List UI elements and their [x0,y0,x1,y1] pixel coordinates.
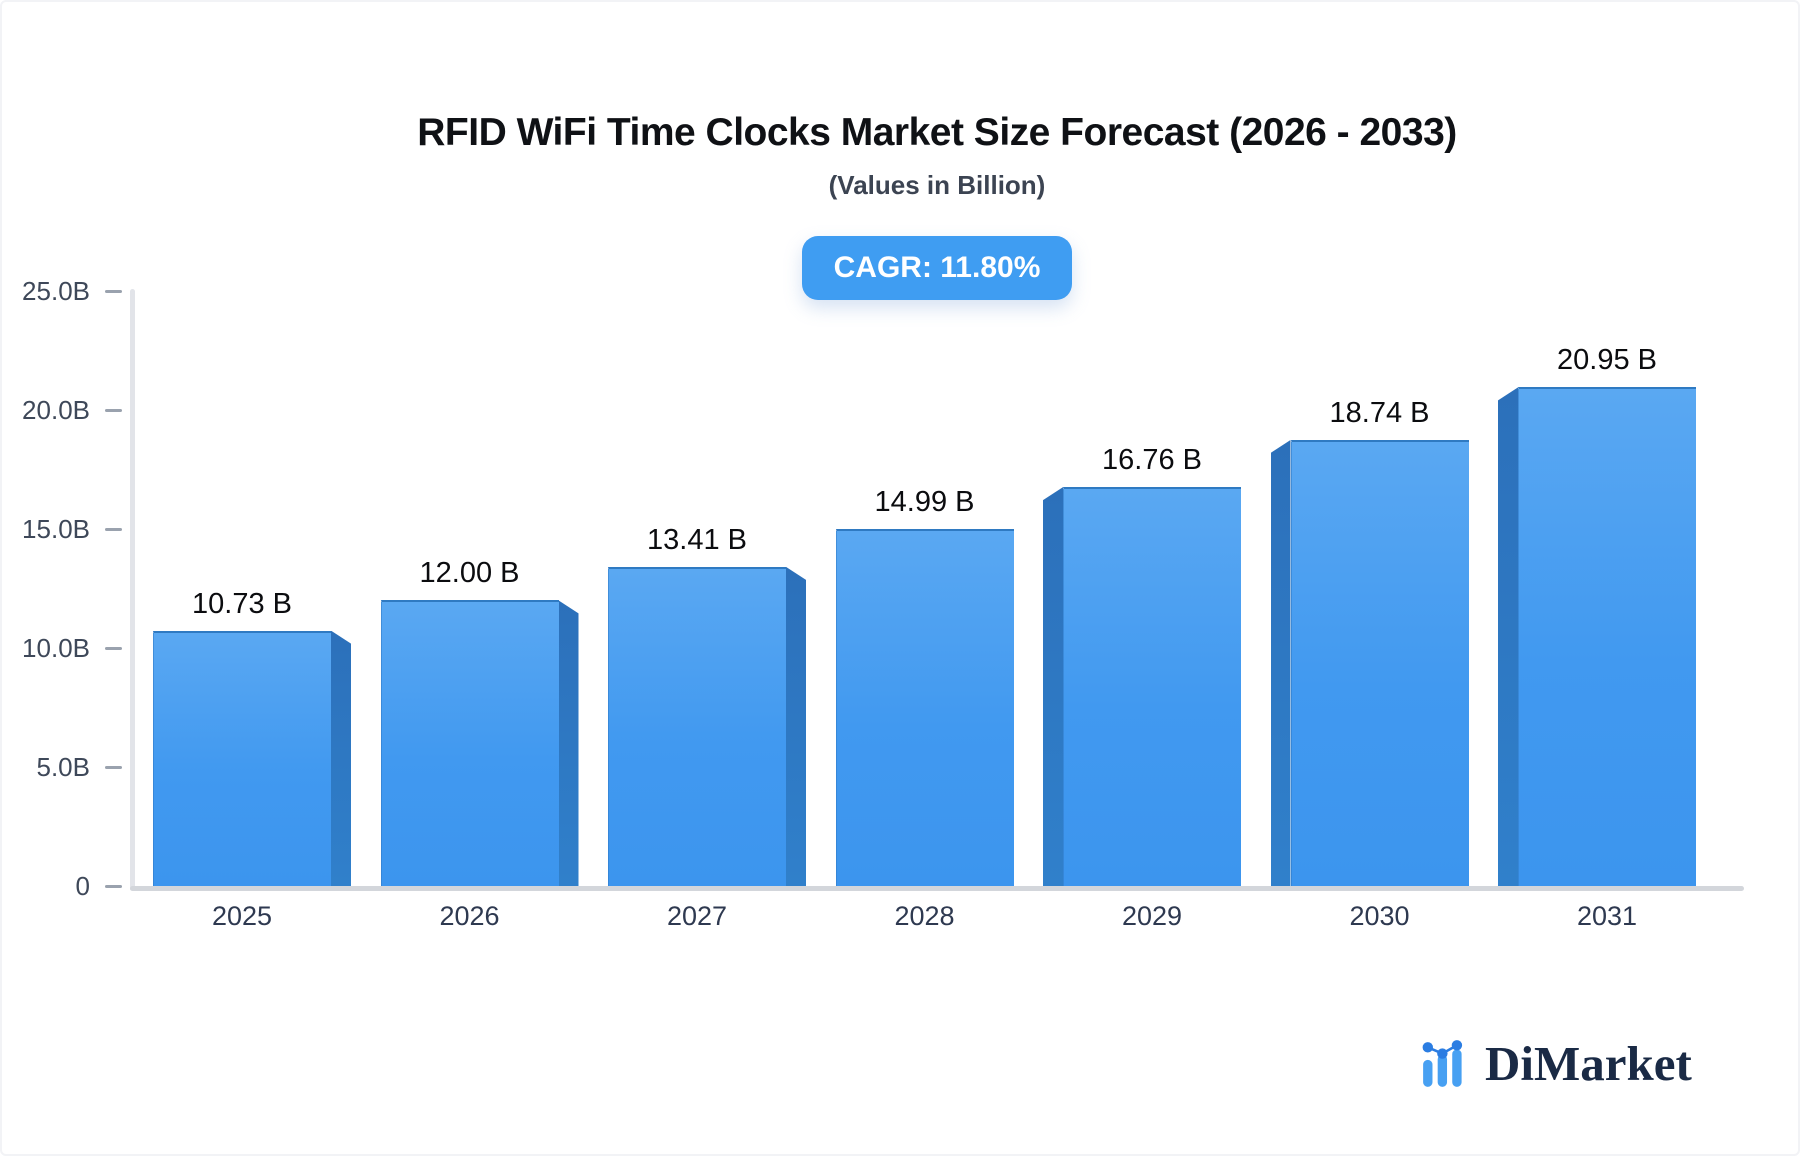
dimarket-logo-text: DiMarket [1485,1036,1692,1091]
bar-side-face [1270,439,1291,886]
y-axis-label: 20.0B [22,395,90,425]
x-axis-label: 2028 [894,901,955,931]
bar-value-label: 18.74 B [1329,396,1430,429]
y-axis-label: 25.0B [22,276,90,306]
y-axis-tick [105,765,122,769]
y-axis-label: 5.0B [36,752,91,782]
bar-value-label: 10.73 B [192,587,292,620]
x-axis-label: 2030 [1349,901,1410,931]
x-axis-label: 2025 [211,901,273,931]
bar [608,566,786,886]
bar-chart-trend-icon [1420,1038,1472,1090]
bar-side-face [1043,487,1063,886]
bar [1063,487,1241,886]
bar-value-label: 13.41 B [647,523,747,556]
bar-side-face [558,600,579,886]
x-axis-label: 2031 [1576,901,1638,931]
x-axis-label: 2026 [439,901,500,931]
bar-value-label: 12.00 B [419,557,520,590]
bar-value-label: 20.95 B [1557,344,1657,377]
bar [1290,439,1469,886]
x-axis-label: 2029 [1121,901,1183,931]
cagr-badge: CAGR: 11.80% [801,236,1073,300]
y-axis-tick [105,408,122,412]
bar [835,529,1014,886]
bar-side-face [786,566,806,886]
y-axis-tick [105,646,122,650]
x-axis-label: 2027 [666,901,728,931]
bar-value-label: 14.99 B [874,486,975,519]
chart-title: RFID WiFi Time Clocks Market Size Foreca… [417,111,1457,154]
bar-side-face [331,630,351,886]
y-axis-line [130,289,135,891]
y-axis-tick [105,289,122,293]
chart-header: RFID WiFi Time Clocks Market Size Foreca… [130,2,1744,300]
bar [153,630,331,886]
bar [1518,387,1696,886]
dimarket-logo: DiMarket [1420,1034,1692,1094]
bar-side-face [1498,387,1518,886]
bar-value-label: 16.76 B [1102,444,1202,477]
x-axis-line [130,886,1744,891]
y-axis-tick [105,884,122,888]
y-axis-tick [105,527,122,531]
y-axis-label: 0 [75,871,90,901]
y-axis-label: 10.0B [22,633,90,663]
y-axis-label: 15.0B [22,514,90,544]
bar [380,600,559,886]
chart-subtitle: (Values in Billion) [828,170,1046,200]
